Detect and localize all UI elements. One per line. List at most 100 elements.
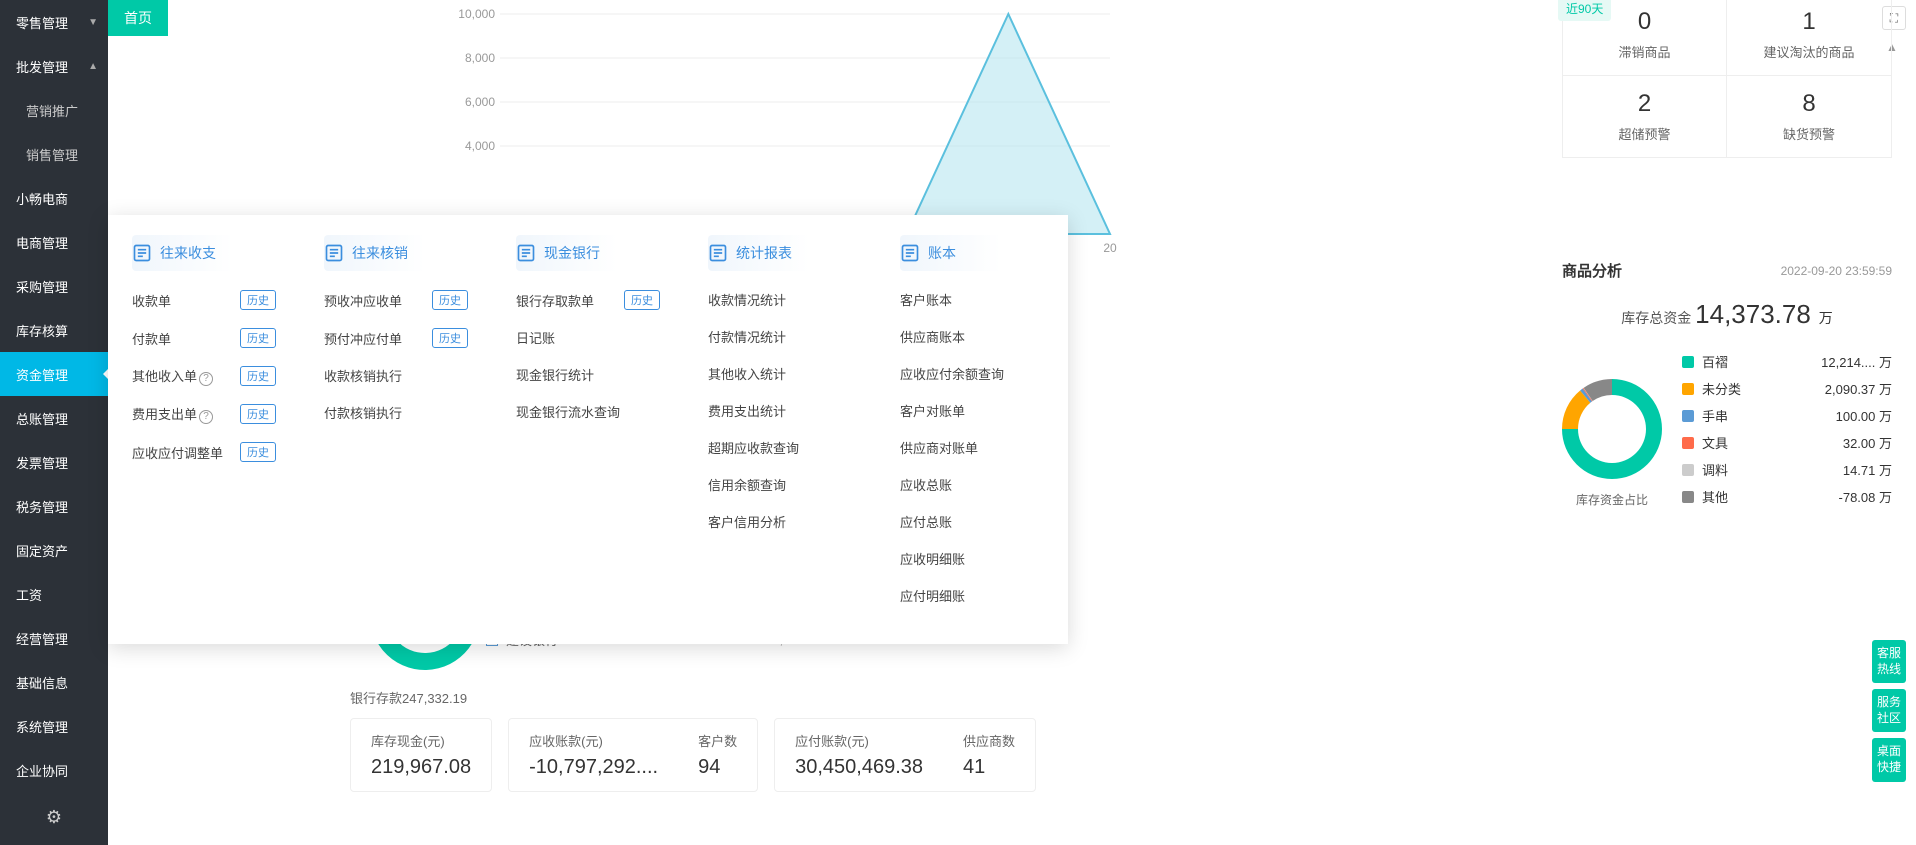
legend-name: 百褶 [1702,352,1728,371]
sidebar-item-7[interactable]: 库存核算 [0,308,108,352]
fly-item-4-7[interactable]: 应收明细账 [900,540,1044,577]
history-badge[interactable]: 历史 [240,366,276,386]
fly-item-2-0[interactable]: 银行存取款单历史 [516,281,660,319]
sidebar-item-6[interactable]: 采购管理 [0,264,108,308]
sidebar-item-1[interactable]: 批发管理▲ [0,44,108,88]
tab-home[interactable]: 首页 [108,0,168,36]
sidebar-item-5[interactable]: 电商管理 [0,220,108,264]
sidebar-item-17[interactable]: 企业协同 [0,748,108,792]
settings-gear-icon[interactable]: ⚙ [0,797,108,837]
sidebar-item-8[interactable]: 资金管理 [0,352,108,396]
warn-num: 8 [1741,90,1877,118]
sidebar-item-3[interactable]: 销售管理 [0,132,108,176]
fly-item-3-1[interactable]: 付款情况统计 [708,318,852,355]
fly-item-4-2[interactable]: 应收应付余额查询 [900,355,1044,392]
stat-card-0[interactable]: 库存现金(元)219,967.08 [350,718,492,792]
side-tab-1[interactable]: 服务社区 [1872,689,1906,732]
side-tab-2[interactable]: 桌面快捷 [1872,738,1906,781]
history-badge[interactable]: 历史 [432,328,468,348]
history-badge[interactable]: 历史 [240,290,276,310]
legend-value: 32.00 万 [1843,433,1892,452]
sidebar-item-14[interactable]: 经营管理 [0,616,108,660]
fly-item-4-5[interactable]: 应收总账 [900,466,1044,503]
fly-item-label: 应收总账 [900,475,952,494]
sidebar-item-13[interactable]: 工资 [0,572,108,616]
sidebar-item-4[interactable]: 小畅电商 [0,176,108,220]
fly-item-2-2[interactable]: 现金银行统计 [516,356,660,393]
fly-item-1-2[interactable]: 收款核销执行 [324,357,468,394]
legend-value: 100.00 万 [1836,406,1892,425]
fly-col-1: 往来核销预收冲应收单历史预付冲应付单历史收款核销执行付款核销执行 [300,235,492,614]
fly-item-3-0[interactable]: 收款情况统计 [708,281,852,318]
fly-item-label: 应付总账 [900,512,952,531]
product-warning-card: 商品预警 近90天 0滞销商品1建议淘汰的商品2超储预警8缺货预警 [1562,0,1892,158]
legend-value: 2,090.37 万 [1825,379,1892,398]
fly-item-3-2[interactable]: 其他收入统计 [708,355,852,392]
fly-item-1-1[interactable]: 预付冲应付单历史 [324,319,468,357]
sidebar-item-15[interactable]: 基础信息 [0,660,108,704]
fly-item-3-4[interactable]: 超期应收款查询 [708,429,852,466]
side-tab-0[interactable]: 客服热线 [1872,640,1906,683]
total-label: 库存总资金 [1621,310,1691,326]
fly-item-label: 其他收入统计 [708,364,786,383]
fly-item-2-1[interactable]: 日记账 [516,319,660,356]
fly-item-3-3[interactable]: 费用支出统计 [708,392,852,429]
fly-item-0-2[interactable]: 其他收入单?历史 [132,357,276,395]
history-badge[interactable]: 历史 [240,328,276,348]
info-icon: ? [199,372,213,386]
total-value: 14,373.78 [1695,299,1811,329]
fly-item-3-5[interactable]: 信用余额查询 [708,466,852,503]
sidebar-item-12[interactable]: 固定资产 [0,528,108,572]
info-icon: ? [199,410,213,424]
fly-item-0-0[interactable]: 收款单历史 [132,281,276,319]
warning-badge: 近90天 [1558,0,1611,21]
sidebar-item-2[interactable]: 营销推广 [0,88,108,132]
legend-color [1682,356,1694,368]
fly-item-label: 供应商账本 [900,327,965,346]
fly-item-2-3[interactable]: 现金银行流水查询 [516,393,660,430]
sidebar-item-10[interactable]: 发票管理 [0,440,108,484]
stat-card-2[interactable]: 应付账款(元)30,450,469.38供应商数41 [774,718,1036,792]
stat-value: -10,797,292.... [529,756,658,779]
history-badge[interactable]: 历史 [624,290,660,310]
fly-item-label: 客户信用分析 [708,512,786,531]
legend-row-3: 文具32.00 万 [1682,429,1892,456]
fly-item-4-3[interactable]: 客户对账单 [900,392,1044,429]
stat-extra-label: 供应商数 [963,731,1015,750]
legend-value: 14.71 万 [1843,460,1892,479]
legend-value: -78.08 万 [1839,487,1892,506]
legend-name: 其他 [1702,487,1728,506]
side-help-tabs: 客服热线服务社区桌面快捷 [1872,640,1906,782]
fly-item-1-3[interactable]: 付款核销执行 [324,394,468,431]
fund-management-flyout: 往来收支收款单历史付款单历史其他收入单?历史费用支出单?历史应收应付调整单历史往… [108,215,1068,644]
fly-item-1-0[interactable]: 预收冲应收单历史 [324,281,468,319]
warn-cell-2[interactable]: 2超储预警 [1563,76,1727,157]
history-badge[interactable]: 历史 [240,404,276,424]
fly-item-0-4[interactable]: 应收应付调整单历史 [132,433,276,471]
sidebar-item-0[interactable]: 零售管理▼ [0,0,108,44]
fly-item-0-3[interactable]: 费用支出单?历史 [132,395,276,433]
history-badge[interactable]: 历史 [432,290,468,310]
sidebar-item-16[interactable]: 系统管理 [0,704,108,748]
fly-item-0-1[interactable]: 付款单历史 [132,319,276,357]
fly-item-4-4[interactable]: 供应商对账单 [900,429,1044,466]
fly-item-4-8[interactable]: 应付明细账 [900,577,1044,614]
stat-extra-label: 客户数 [698,731,737,750]
svg-text:10,000: 10,000 [458,7,495,21]
fly-head: 往来核销 [324,235,468,271]
sidebar-item-9[interactable]: 总账管理 [0,396,108,440]
legend-row-5: 其他 -78.08 万 [1682,483,1892,510]
fly-item-4-0[interactable]: 客户账本 [900,281,1044,318]
history-badge[interactable]: 历史 [240,442,276,462]
warn-cell-1[interactable]: 1建议淘汰的商品 [1727,0,1891,76]
warn-cell-3[interactable]: 8缺货预警 [1727,76,1891,157]
inventory-donut: 库存资金占比 [1562,379,1662,479]
fly-item-4-1[interactable]: 供应商账本 [900,318,1044,355]
fly-item-label: 信用余额查询 [708,475,786,494]
stat-card-1[interactable]: 应收账款(元)-10,797,292....客户数94 [508,718,758,792]
sidebar-item-11[interactable]: 税务管理 [0,484,108,528]
warn-label: 滞销商品 [1577,42,1712,61]
fly-item-3-6[interactable]: 客户信用分析 [708,503,852,540]
fly-head: 往来收支 [132,235,276,271]
fly-item-4-6[interactable]: 应付总账 [900,503,1044,540]
